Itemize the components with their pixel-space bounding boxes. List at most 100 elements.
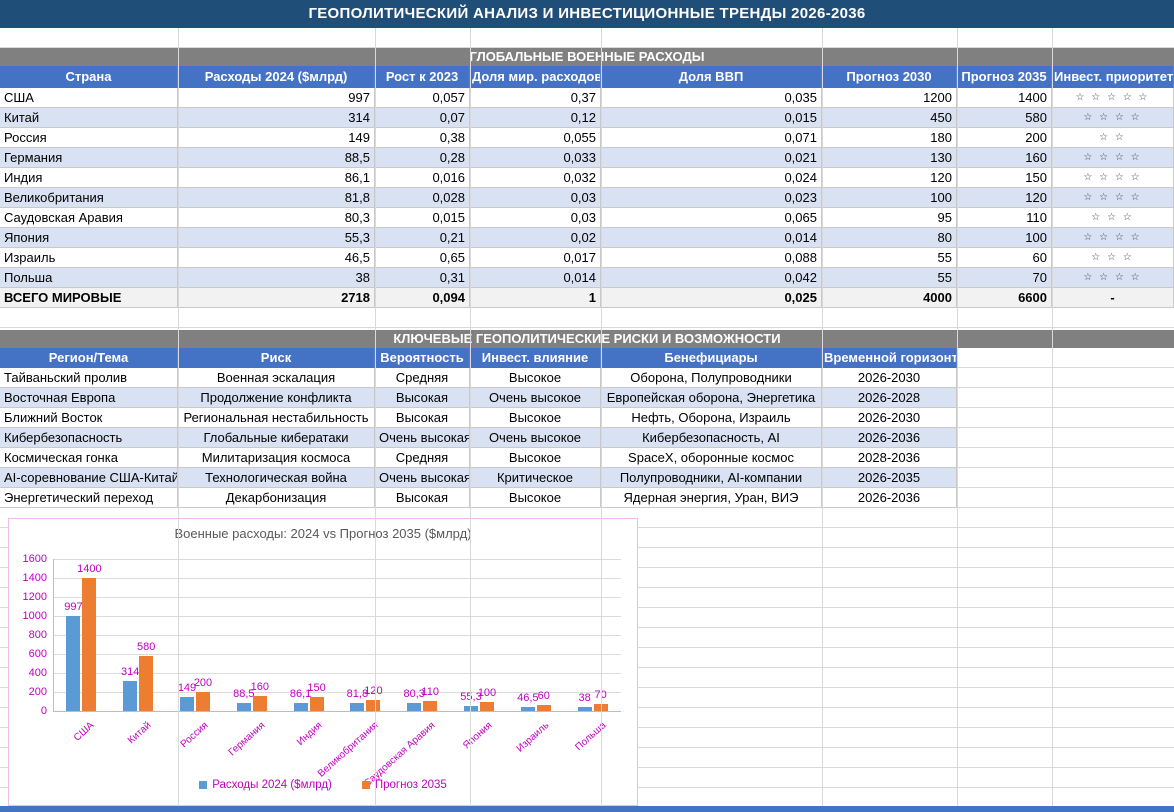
legend-item-2035[interactable]: Прогноз 2035 [361,779,447,791]
table-cell[interactable]: Нефть, Оборона, Израиль [601,408,822,428]
table-cell[interactable]: 4000 [822,288,957,308]
table-cell[interactable]: 0,015 [375,208,470,228]
column-header[interactable]: Временной горизонт [822,348,957,368]
table-cell[interactable]: 0,12 [470,108,601,128]
table-cell[interactable]: 2026-2036 [822,428,957,448]
table-cell[interactable]: 0,021 [601,148,822,168]
table-cell[interactable]: Полупроводники, AI-компании [601,468,822,488]
table-cell[interactable]: ☆ ☆ ☆ [1052,248,1174,268]
table-cell[interactable]: 450 [822,108,957,128]
table-cell[interactable]: Ядерная энергия, Уран, ВИЭ [601,488,822,508]
table-cell[interactable]: 0,055 [470,128,601,148]
table-cell[interactable]: 0,071 [601,128,822,148]
table-cell[interactable]: Продолжение конфликта [178,388,375,408]
table-cell[interactable]: 0,017 [470,248,601,268]
table-cell[interactable]: Очень высокая [375,428,470,448]
table-cell[interactable]: Военная эскалация [178,368,375,388]
table-cell[interactable]: Кибербезопасность [0,428,178,448]
table-cell[interactable]: 0,028 [375,188,470,208]
table-cell[interactable]: 0,094 [375,288,470,308]
table-cell[interactable]: AI-соревнование США-Китай [0,468,178,488]
table-cell[interactable]: Высокое [470,448,601,468]
table-cell[interactable]: 38 [178,268,375,288]
table-cell[interactable]: 1400 [957,88,1052,108]
table-cell[interactable]: Япония [0,228,178,248]
table-cell[interactable]: Милитаризация космоса [178,448,375,468]
table-cell[interactable]: Высокая [375,388,470,408]
column-header[interactable]: Инвест. влияние [470,348,601,368]
table-cell[interactable]: Глобальные кибератаки [178,428,375,448]
table-cell[interactable]: 180 [822,128,957,148]
table-cell[interactable]: Саудовская Аравия [0,208,178,228]
table-cell[interactable]: США [0,88,178,108]
table-cell[interactable]: 0,03 [470,188,601,208]
table-cell[interactable]: ☆ ☆ ☆ ☆ ☆ [1052,88,1174,108]
table-cell[interactable]: Энергетический переход [0,488,178,508]
table-cell[interactable]: 200 [957,128,1052,148]
table-cell[interactable]: 6600 [957,288,1052,308]
table-cell[interactable]: Германия [0,148,178,168]
table-cell[interactable]: 0,21 [375,228,470,248]
table-cell[interactable]: 160 [957,148,1052,168]
table-cell[interactable]: 110 [957,208,1052,228]
table-cell[interactable]: 149 [178,128,375,148]
table-cell[interactable]: 46,5 [178,248,375,268]
table-cell[interactable]: Индия [0,168,178,188]
legend-item-2024[interactable]: Расходы 2024 ($млрд) [199,779,332,791]
table-cell[interactable]: Высокое [470,408,601,428]
table-cell[interactable]: 2026-2030 [822,408,957,428]
table-cell[interactable]: 1200 [822,88,957,108]
table-cell[interactable]: ВСЕГО МИРОВЫЕ [0,288,178,308]
table-cell[interactable]: ☆ ☆ ☆ ☆ [1052,188,1174,208]
table-cell[interactable]: ☆ ☆ [1052,128,1174,148]
table-cell[interactable]: ☆ ☆ ☆ ☆ [1052,268,1174,288]
table-cell[interactable]: 0,033 [470,148,601,168]
table-cell[interactable]: Региональная нестабильность [178,408,375,428]
table-cell[interactable]: Средняя [375,368,470,388]
table-cell[interactable]: 2028-2036 [822,448,957,468]
table-cell[interactable]: Кибербезопасность, AI [601,428,822,448]
column-header[interactable]: Рост к 2023 [375,66,470,88]
table-cell[interactable]: ☆ ☆ ☆ ☆ [1052,108,1174,128]
column-header[interactable]: Регион/Тема [0,348,178,368]
table-cell[interactable]: 2026-2036 [822,488,957,508]
table-cell[interactable]: 55 [822,248,957,268]
table-cell[interactable]: 0,088 [601,248,822,268]
column-header[interactable]: Риск [178,348,375,368]
table-cell[interactable]: Высокое [470,368,601,388]
table-cell[interactable]: 70 [957,268,1052,288]
table-cell[interactable]: Тайваньский пролив [0,368,178,388]
table-cell[interactable]: 0,032 [470,168,601,188]
table-cell[interactable]: 1 [470,288,601,308]
table-cell[interactable]: Оборона, Полупроводники [601,368,822,388]
table-cell[interactable]: 997 [178,88,375,108]
table-cell[interactable]: 0,65 [375,248,470,268]
table-cell[interactable]: 0,023 [601,188,822,208]
table-cell[interactable]: 2718 [178,288,375,308]
table-cell[interactable]: 2026-2035 [822,468,957,488]
table-cell[interactable]: 120 [957,188,1052,208]
column-header[interactable]: Бенефициары [601,348,822,368]
table-cell[interactable]: Очень высокая [375,468,470,488]
table-cell[interactable]: Великобритания [0,188,178,208]
column-header[interactable]: Вероятность [375,348,470,368]
table-cell[interactable]: 0,035 [601,88,822,108]
table-cell[interactable]: 314 [178,108,375,128]
column-header[interactable]: Страна [0,66,178,88]
table-cell[interactable]: Израиль [0,248,178,268]
table-cell[interactable]: 0,28 [375,148,470,168]
table-cell[interactable]: 86,1 [178,168,375,188]
table-cell[interactable]: 95 [822,208,957,228]
column-header[interactable]: Инвест. приоритет [1052,66,1174,88]
table-cell[interactable]: 120 [822,168,957,188]
table-cell[interactable]: Технологическая война [178,468,375,488]
military-spending-chart[interactable]: Военные расходы: 2024 vs Прогноз 2035 ($… [8,518,638,806]
table-cell[interactable]: Россия [0,128,178,148]
table-cell[interactable]: 55 [822,268,957,288]
table-cell[interactable]: 0,31 [375,268,470,288]
table-cell[interactable]: 60 [957,248,1052,268]
table-cell[interactable]: 100 [957,228,1052,248]
table-cell[interactable]: ☆ ☆ ☆ ☆ [1052,168,1174,188]
table-cell[interactable]: 88,5 [178,148,375,168]
table-cell[interactable]: Европейская оборона, Энергетика [601,388,822,408]
